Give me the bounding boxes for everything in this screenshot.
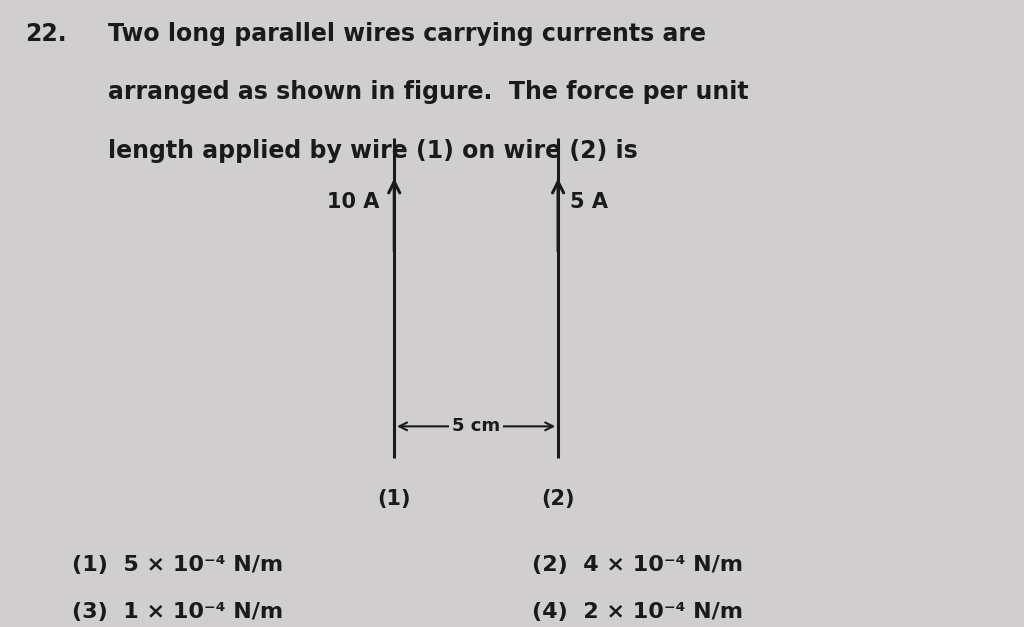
Text: length applied by wire (1) on wire (2) is: length applied by wire (1) on wire (2) i… — [108, 139, 637, 162]
Text: 5 cm: 5 cm — [453, 418, 500, 435]
Text: Two long parallel wires carrying currents are: Two long parallel wires carrying current… — [108, 22, 706, 46]
Text: arranged as shown in figure.  The force per unit: arranged as shown in figure. The force p… — [108, 80, 749, 104]
Text: (1): (1) — [378, 489, 411, 509]
Text: 10 A: 10 A — [327, 192, 379, 212]
Text: 22.: 22. — [26, 22, 68, 46]
Text: (2)  4 × 10⁻⁴ N/m: (2) 4 × 10⁻⁴ N/m — [532, 555, 743, 575]
Text: (2): (2) — [542, 489, 574, 509]
Text: (4)  2 × 10⁻⁴ N/m: (4) 2 × 10⁻⁴ N/m — [532, 602, 743, 622]
Text: (3)  1 × 10⁻⁴ N/m: (3) 1 × 10⁻⁴ N/m — [72, 602, 283, 622]
Text: 5 A: 5 A — [570, 192, 608, 212]
Text: (1)  5 × 10⁻⁴ N/m: (1) 5 × 10⁻⁴ N/m — [72, 555, 283, 575]
